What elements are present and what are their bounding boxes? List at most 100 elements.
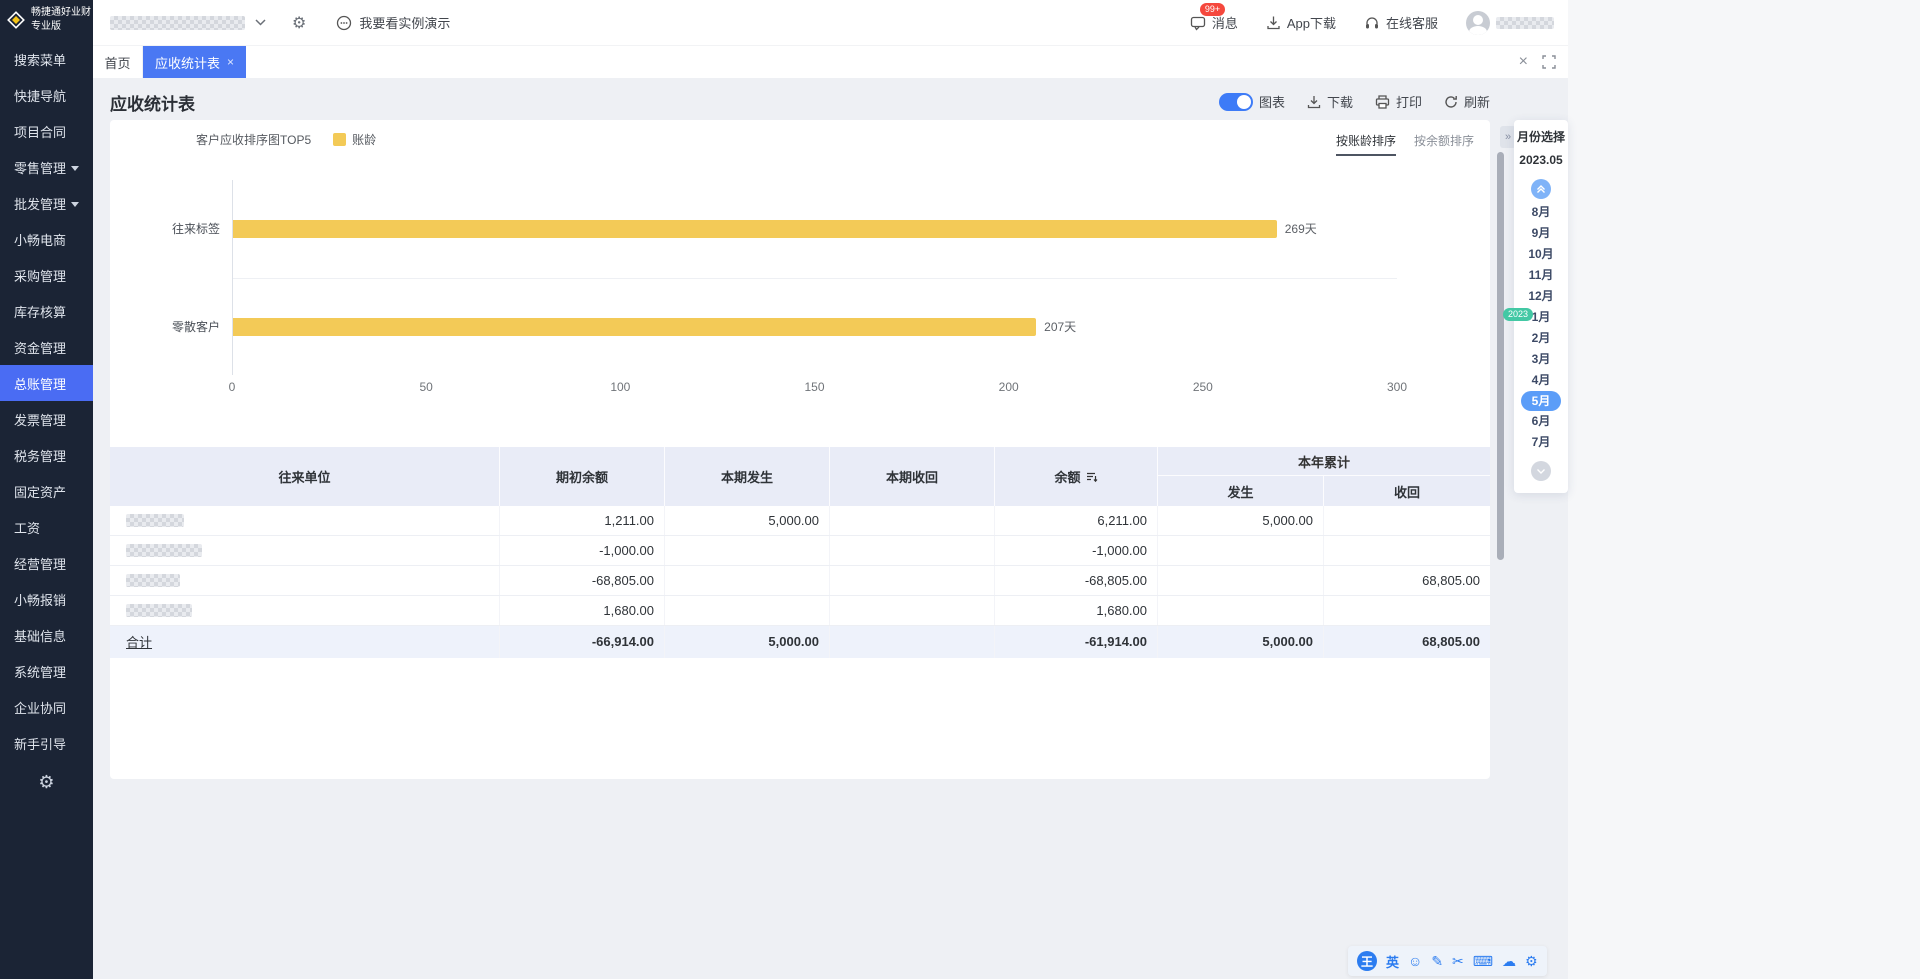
sidebar-item-search-menu[interactable]: 搜索菜单 bbox=[0, 41, 93, 77]
sidebar-item-operation-mgmt[interactable]: 经营管理 bbox=[0, 545, 93, 581]
col-header-balance: 余额 bbox=[995, 447, 1158, 506]
online-support-button[interactable]: 在线客服 bbox=[1364, 13, 1438, 32]
sort-by-aging-button[interactable]: 按账龄排序 bbox=[1335, 132, 1396, 156]
app-window: 畅捷通好业财 专业版 搜索菜单 快捷导航 项目合同 零售管理 批发管理 小畅电商… bbox=[0, 0, 1568, 979]
download-button[interactable]: 下载 bbox=[1307, 92, 1353, 111]
legend-item-aging[interactable]: 账龄 bbox=[333, 131, 376, 148]
keyboard-icon[interactable]: ⌨ bbox=[1472, 953, 1493, 969]
sidebar-item-purchase-mgmt[interactable]: 采购管理 bbox=[0, 257, 93, 293]
sidebar-settings-gear-icon[interactable]: ⚙ bbox=[38, 772, 55, 792]
total-ytd-recover-cell: 68,805.00 bbox=[1422, 634, 1480, 649]
sidebar-item-label: 批发管理 bbox=[14, 196, 67, 212]
sidebar-item-beginner-guide[interactable]: 新手引导 bbox=[0, 725, 93, 761]
sidebar-item-wholesale-mgmt[interactable]: 批发管理 bbox=[0, 185, 93, 221]
tab-home[interactable]: 首页 bbox=[93, 46, 143, 78]
bar-chart-plot: 往来标签 269天 零散客户 207天 bbox=[172, 180, 1397, 375]
cloud-icon[interactable]: ☁ bbox=[1502, 953, 1516, 969]
bar-series-aging[interactable] bbox=[233, 219, 1277, 238]
messages-badge: 99+ bbox=[1199, 3, 1226, 16]
user-account[interactable] bbox=[1466, 10, 1554, 35]
download-icon bbox=[1267, 16, 1280, 30]
close-all-icon[interactable]: × bbox=[1518, 53, 1528, 70]
recover-cell bbox=[830, 566, 995, 595]
ime-language-indicator[interactable]: 英 bbox=[1386, 954, 1400, 970]
vertical-scrollbar[interactable] bbox=[1497, 152, 1504, 560]
month-item-may-selected[interactable]: 5月 bbox=[1521, 391, 1561, 411]
month-item-jun[interactable]: 6月 bbox=[1531, 414, 1551, 428]
topbar: ⚙ 我要看实例演示 消息 99+ App下载 bbox=[93, 0, 1568, 46]
legend-swatch bbox=[333, 133, 347, 146]
month-item-aug[interactable]: 8月 bbox=[1531, 205, 1551, 219]
app-download-button[interactable]: App下载 bbox=[1266, 13, 1336, 32]
sidebar-item-ecommerce[interactable]: 小畅电商 bbox=[0, 221, 93, 257]
sidebar-item-quick-nav[interactable]: 快捷导航 bbox=[0, 77, 93, 113]
month-item-jul[interactable]: 7月 bbox=[1531, 435, 1551, 449]
online-support-label: 在线客服 bbox=[1385, 16, 1438, 31]
panel-collapse-handle[interactable]: » bbox=[1500, 126, 1516, 148]
partner-name-cell bbox=[110, 566, 500, 595]
sidebar: 畅捷通好业财 专业版 搜索菜单 快捷导航 项目合同 零售管理 批发管理 小畅电商… bbox=[0, 0, 93, 979]
brand-text: 畅捷通好业财 专业版 bbox=[31, 6, 91, 33]
sidebar-item-general-ledger[interactable]: 总账管理 bbox=[0, 365, 93, 401]
fullscreen-icon[interactable] bbox=[1542, 55, 1556, 69]
tab-receivable-report[interactable]: 应收统计表 × bbox=[143, 46, 247, 78]
month-item-sep[interactable]: 9月 bbox=[1531, 226, 1551, 240]
month-item-nov[interactable]: 11月 bbox=[1528, 268, 1554, 282]
sidebar-item-label: 零售管理 bbox=[14, 160, 67, 176]
refresh-button[interactable]: 刷新 bbox=[1444, 92, 1490, 111]
scroll-up-icon[interactable] bbox=[1531, 179, 1551, 199]
sidebar-item-inventory-accounting[interactable]: 库存核算 bbox=[0, 293, 93, 329]
total-link[interactable]: 合计 bbox=[126, 634, 153, 650]
company-selector[interactable] bbox=[110, 15, 266, 30]
sidebar-item-project-contract[interactable]: 项目合同 bbox=[0, 113, 93, 149]
print-button[interactable]: 打印 bbox=[1375, 92, 1422, 111]
sidebar-item-fixed-assets[interactable]: 固定资产 bbox=[0, 473, 93, 509]
table-header: 往来单位 期初余额 本期发生 本期收回 余额 本年累计 发生 收回 bbox=[110, 447, 1490, 506]
sidebar-item-tax-mgmt[interactable]: 税务管理 bbox=[0, 437, 93, 473]
scissors-icon[interactable]: ✂ bbox=[1452, 953, 1464, 969]
sidebar-item-funds-mgmt[interactable]: 资金管理 bbox=[0, 329, 93, 365]
tab-close-icon[interactable]: × bbox=[227, 55, 235, 69]
scroll-down-icon[interactable] bbox=[1531, 461, 1551, 481]
settings-gear-icon[interactable]: ⚙ bbox=[292, 14, 307, 32]
emoji-icon[interactable]: ☺ bbox=[1408, 953, 1423, 969]
month-item-apr[interactable]: 4月 bbox=[1531, 373, 1551, 387]
sidebar-item-system-mgmt[interactable]: 系统管理 bbox=[0, 653, 93, 689]
sidebar-item-expense[interactable]: 小畅报销 bbox=[0, 581, 93, 617]
category-label: 零散客户 bbox=[171, 320, 220, 335]
avatar bbox=[1466, 10, 1490, 35]
sidebar-item-label: 快捷导航 bbox=[14, 88, 67, 104]
sidebar-item-invoice-mgmt[interactable]: 发票管理 bbox=[0, 401, 93, 437]
table-row[interactable]: 1,680.00 1,680.00 bbox=[110, 596, 1490, 626]
month-item-dec[interactable]: 12月 bbox=[1528, 289, 1554, 303]
current-period: 2023.05 bbox=[1519, 153, 1563, 167]
occur-cell bbox=[665, 566, 830, 595]
chart-toggle-switch[interactable] bbox=[1218, 92, 1253, 111]
ime-logo-icon[interactable]: 王 bbox=[1357, 951, 1377, 971]
messages-button[interactable]: 消息 99+ bbox=[1190, 3, 1238, 32]
table-row[interactable]: -68,805.00 -68,805.00 68,805.00 bbox=[110, 566, 1490, 596]
month-item-feb[interactable]: 2月 bbox=[1531, 331, 1551, 345]
occur-cell: 5,000.00 bbox=[665, 506, 830, 535]
brand-logo-row: 畅捷通好业财 专业版 bbox=[0, 0, 93, 37]
table-row[interactable]: 1,211.00 5,000.00 6,211.00 5,000.00 bbox=[110, 506, 1490, 536]
month-item-jan[interactable]: 1月 bbox=[1531, 310, 1551, 324]
sidebar-item-base-info[interactable]: 基础信息 bbox=[0, 617, 93, 653]
sidebar-item-retail-mgmt[interactable]: 零售管理 bbox=[0, 149, 93, 185]
brand-name: 畅捷通好业财 bbox=[31, 7, 91, 18]
sidebar-item-payroll[interactable]: 工资 bbox=[0, 509, 93, 545]
sidebar-item-enterprise-collab[interactable]: 企业协同 bbox=[0, 689, 93, 725]
bar-series-aging[interactable] bbox=[233, 317, 1037, 336]
sort-icon[interactable] bbox=[1086, 471, 1098, 483]
sort-by-balance-button[interactable]: 按余额排序 bbox=[1413, 134, 1474, 148]
partner-name-cell bbox=[110, 596, 500, 625]
sidebar-menu: 搜索菜单 快捷导航 项目合同 零售管理 批发管理 小畅电商 采购管理 库存核算 … bbox=[0, 41, 93, 761]
month-item-mar[interactable]: 3月 bbox=[1531, 352, 1551, 366]
balance-cell: -68,805.00 bbox=[995, 566, 1158, 595]
sidebar-item-label: 资金管理 bbox=[14, 340, 67, 356]
month-item-oct[interactable]: 10月 bbox=[1528, 247, 1554, 261]
demo-link[interactable]: 我要看实例演示 bbox=[336, 13, 450, 32]
gear-icon[interactable]: ⚙ bbox=[1525, 953, 1538, 969]
pen-icon[interactable]: ✎ bbox=[1431, 953, 1444, 969]
table-row[interactable]: -1,000.00 -1,000.00 bbox=[110, 536, 1490, 566]
